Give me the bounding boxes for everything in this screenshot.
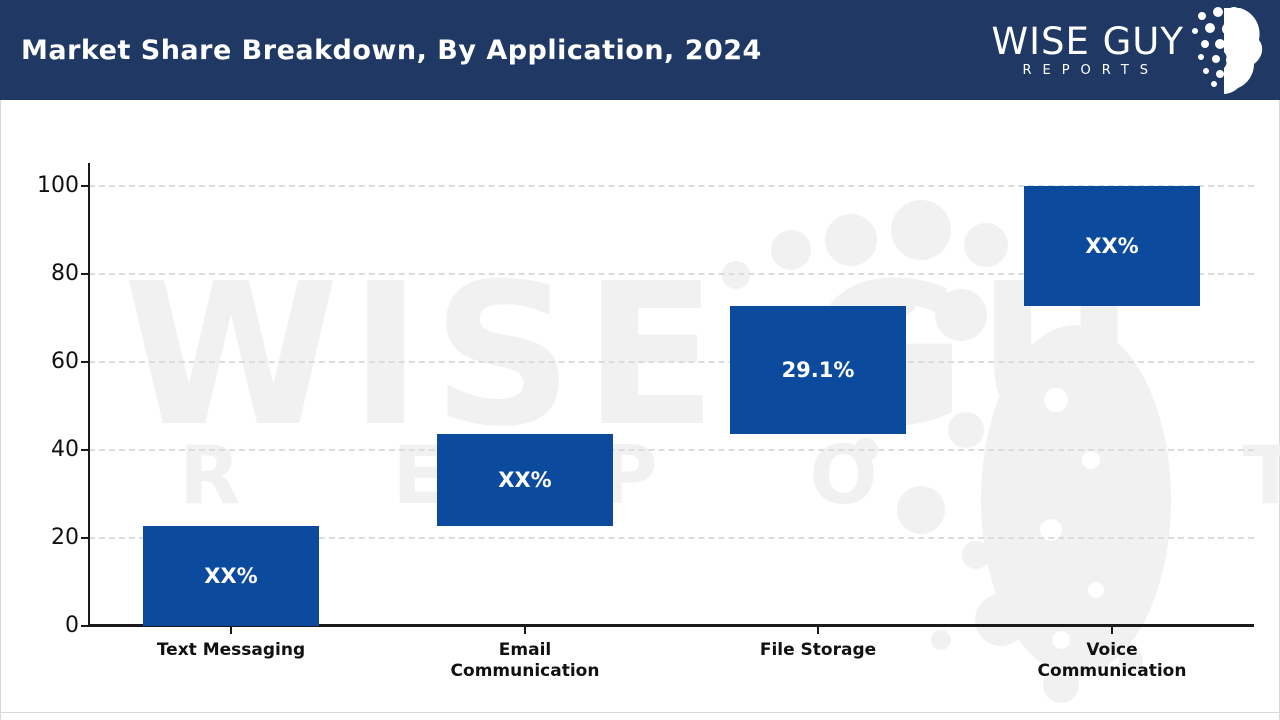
y-axis-line (88, 163, 90, 626)
y-tick-label-40: 40 (51, 437, 79, 462)
page-title: Market Share Breakdown, By Application, … (21, 34, 762, 66)
y-tick-mark-60 (81, 361, 88, 363)
figure-bottom-border (1, 712, 1280, 713)
x-tick-mark-3 (817, 627, 819, 634)
bar-text-messaging: XX% (143, 526, 319, 626)
bar-email-communication: XX% (437, 434, 613, 527)
logo-wordmark: WISE GUY REPORTS (992, 23, 1184, 77)
x-tick-mark-2 (524, 627, 526, 634)
y-tick-label-100: 100 (37, 173, 79, 198)
x-category-label-4: Voice Communication (1037, 640, 1187, 681)
y-tick-label-0: 0 (65, 613, 79, 638)
logo-subname: REPORTS (1022, 63, 1160, 78)
gridline-60 (89, 361, 1254, 363)
y-tick-label-60: 60 (51, 349, 79, 374)
x-tick-mark-1 (230, 627, 232, 634)
gridline-20 (89, 537, 1254, 539)
bar-file-storage: 29.1% (730, 306, 906, 435)
y-tick-label-20: 20 (51, 525, 79, 550)
wise-guy-reports-logo: WISE GUY REPORTS (992, 4, 1280, 96)
bar-value-label: 29.1% (781, 358, 855, 383)
y-tick-mark-0 (81, 625, 88, 627)
y-tick-mark-80 (81, 273, 88, 275)
x-category-label-3: File Storage (759, 640, 877, 660)
y-tick-mark-20 (81, 537, 88, 539)
y-tick-label-80: 80 (51, 261, 79, 286)
y-tick-mark-40 (81, 449, 88, 451)
gridline-100 (89, 185, 1254, 187)
x-axis-line (88, 624, 1254, 627)
gridline-80 (89, 273, 1254, 275)
x-category-label-1: Text Messaging (156, 640, 306, 660)
logo-name: WISE GUY (991, 20, 1184, 63)
logo-head-icon (1192, 7, 1263, 94)
bar-value-label: XX% (498, 468, 552, 493)
x-tick-mark-4 (1111, 627, 1113, 634)
bar-value-label: XX% (204, 564, 258, 589)
x-category-label-2: Email Communication (450, 640, 600, 681)
bar-value-label: XX% (1085, 234, 1139, 259)
y-tick-mark-100 (81, 185, 88, 187)
bar-voice-communication: XX% (1024, 186, 1200, 307)
gridline-40 (89, 449, 1254, 451)
header-band: Market Share Breakdown, By Application, … (0, 0, 1280, 100)
